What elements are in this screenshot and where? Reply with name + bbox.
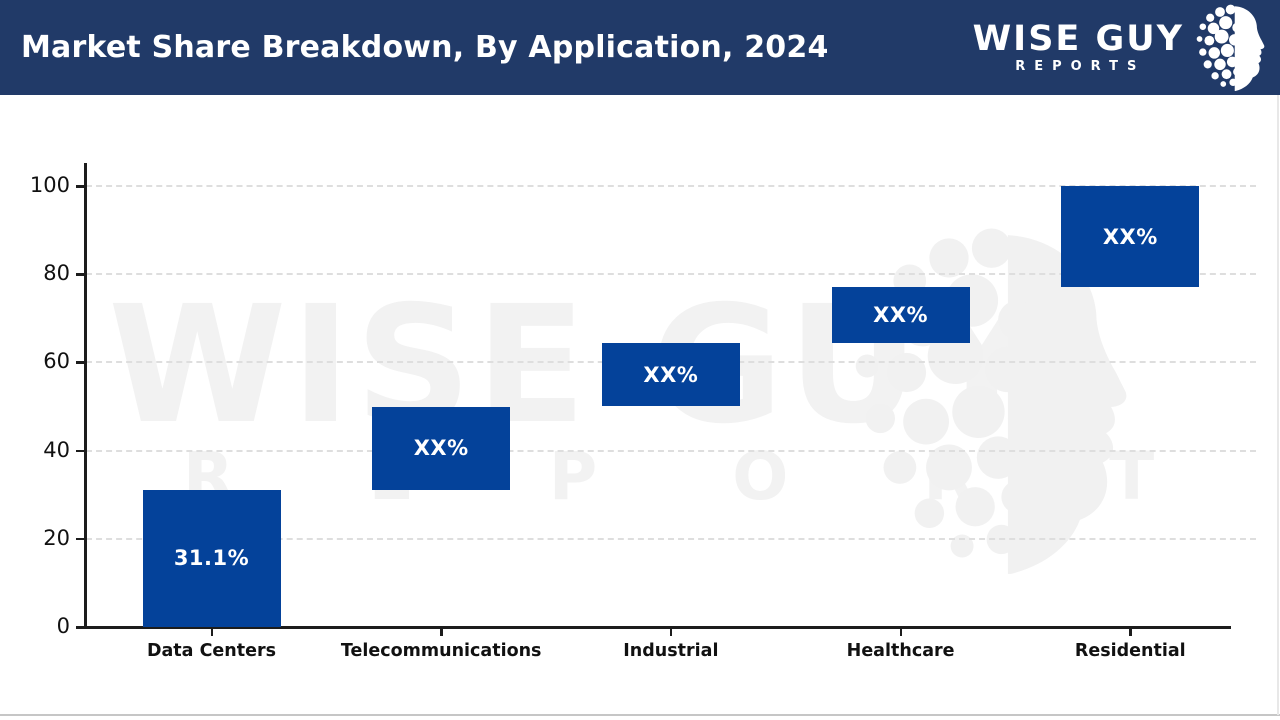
x-axis-label-healthcare: Healthcare xyxy=(846,641,955,661)
y-tick-label-60: 60 xyxy=(43,349,70,374)
x-tick-mark-healthcare xyxy=(899,628,903,636)
x-axis-label-telecommunications: Telecommunications xyxy=(340,641,542,661)
header-bar: Market Share Breakdown, By Application, … xyxy=(0,0,1280,95)
x-tick-mark-residential xyxy=(1129,628,1132,636)
y-tick-mark-80 xyxy=(76,273,84,276)
x-tick-mark-telecommunications xyxy=(440,628,443,636)
bar-value-label-healthcare: XX% xyxy=(873,302,929,327)
bar-industrial: XX% xyxy=(601,342,740,407)
y-tick-mark-0 xyxy=(76,626,84,629)
x-axis-label-data-centers: Data Centers xyxy=(146,641,277,661)
dotted-head-profile-icon xyxy=(1196,4,1265,91)
logo-wordmark: WISE GUY xyxy=(972,18,1184,59)
x-axis-label-residential: Residential xyxy=(1074,641,1186,661)
bar-value-label-industrial: XX% xyxy=(643,362,699,387)
page-title: Market Share Breakdown, By Application, … xyxy=(21,30,829,65)
y-tick-label-80: 80 xyxy=(43,261,70,286)
bar-telecommunications: XX% xyxy=(372,406,511,490)
y-tick-mark-100 xyxy=(76,185,84,188)
bar-data-centers: 31.1% xyxy=(142,489,281,627)
y-tick-label-0: 0 xyxy=(56,614,70,638)
bar-healthcare: XX% xyxy=(831,287,970,343)
x-axis-label-industrial: Industrial xyxy=(623,641,719,661)
y-tick-mark-60 xyxy=(76,361,84,364)
bar-value-label-telecommunications: XX% xyxy=(413,436,469,461)
bar-value-label-residential: XX% xyxy=(1102,224,1158,249)
gridline-40 xyxy=(86,449,1256,452)
x-tick-mark-industrial xyxy=(669,628,673,636)
gridline-20 xyxy=(86,537,1256,540)
gridline-100 xyxy=(86,185,1256,187)
y-tick-mark-20 xyxy=(76,537,84,541)
wise-guy-logo: WISE GUY REPORTS xyxy=(973,3,1280,93)
bottom-divider xyxy=(0,714,1280,716)
bar-residential: XX% xyxy=(1061,186,1200,288)
y-tick-label-40: 40 xyxy=(43,437,70,462)
y-axis-line xyxy=(84,163,87,629)
y-tick-label-100: 100 xyxy=(29,173,70,197)
gridline-80 xyxy=(86,273,1256,276)
x-tick-mark-data-centers xyxy=(210,628,213,636)
y-tick-mark-40 xyxy=(76,449,84,453)
watermark-head-icon xyxy=(855,228,1127,574)
logo-text: WISE GUY REPORTS xyxy=(973,21,1184,75)
x-axis-line xyxy=(84,626,1231,629)
logo-subtitle: REPORTS xyxy=(1015,58,1146,74)
bar-value-label-data-centers: 31.1% xyxy=(173,546,250,571)
right-divider xyxy=(1277,95,1279,715)
y-tick-label-20: 20 xyxy=(43,525,70,550)
